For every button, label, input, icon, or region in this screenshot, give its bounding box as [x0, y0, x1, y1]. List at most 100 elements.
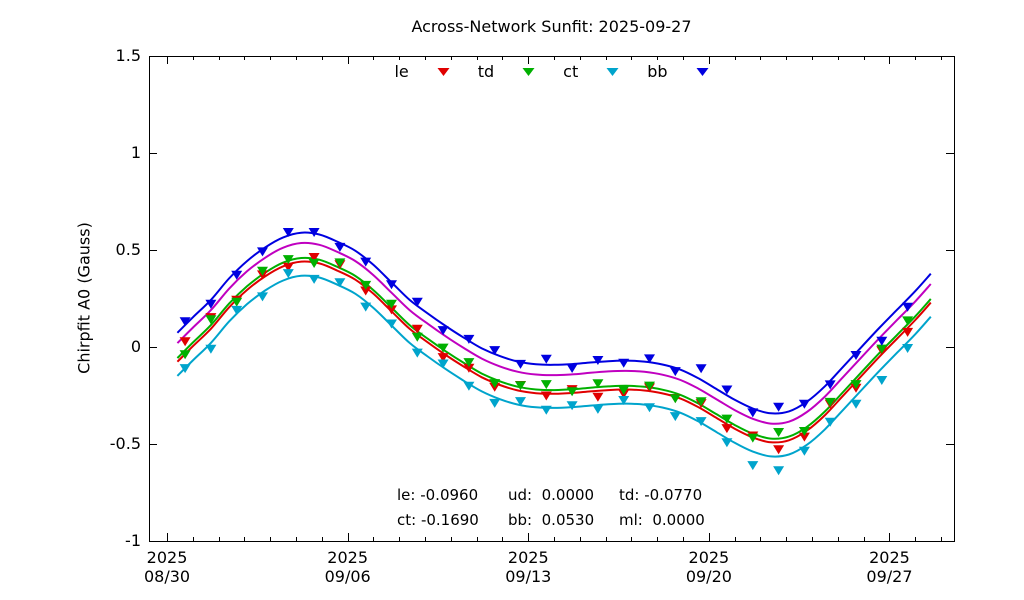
- marker-bb: [876, 336, 888, 346]
- marker-ct: [463, 381, 475, 391]
- y-tick-label-0: -1: [125, 531, 141, 550]
- marker-le: [179, 337, 191, 347]
- chart-title: Across-Network Sunfit: 2025-09-27: [411, 17, 692, 36]
- marker-ct: [179, 364, 191, 374]
- curve-le: [176, 260, 932, 444]
- legend-label-bb: bb: [647, 62, 668, 81]
- marker-td: [850, 380, 862, 390]
- marker-ct: [824, 417, 836, 427]
- markers-td: [179, 255, 914, 443]
- legend-label-ct: ct: [563, 62, 579, 81]
- marker-td: [205, 315, 217, 325]
- marker-ct: [489, 398, 501, 408]
- marker-bb: [644, 354, 655, 364]
- marker-ct: [695, 417, 707, 427]
- marker-le: [798, 432, 810, 442]
- marker-bb: [334, 242, 346, 252]
- fit-param-le: le: -0.0960: [397, 486, 479, 504]
- marker-bb: [773, 402, 785, 412]
- marker-td: [360, 280, 372, 290]
- marker-bb: [360, 257, 372, 267]
- marker-bb: [205, 299, 217, 309]
- x-tick-date: 09/20: [685, 567, 732, 586]
- marker-bb: [618, 358, 630, 368]
- marker-td: [463, 358, 475, 368]
- x-tick-label-0: 2025 08/30: [144, 548, 190, 586]
- marker-ct: [773, 466, 785, 476]
- legend: le td ct bb: [149, 62, 954, 81]
- markers-ct: [179, 269, 914, 476]
- marker-ct: [386, 319, 397, 329]
- marker-bb: [721, 385, 733, 395]
- marker-td: [721, 414, 733, 424]
- x-tick-date: 08/30: [143, 567, 191, 586]
- fit-parameters: le: -0.0960 ud: 0.0000 td: -0.0770 ct: -…: [397, 483, 730, 533]
- curve-td: [176, 256, 932, 440]
- marker-bb: [282, 228, 294, 237]
- marker-td: [231, 297, 243, 307]
- curve-ct: [176, 274, 932, 458]
- marker-bb: [695, 364, 707, 374]
- curve-ml: [176, 241, 932, 425]
- marker-ct: [618, 396, 630, 405]
- marker-td: [876, 344, 888, 354]
- marker-bb: [231, 270, 243, 280]
- marker-td: [798, 427, 810, 436]
- marker-bb: [257, 247, 268, 257]
- marker-td: [902, 316, 914, 326]
- marker-ct: [515, 397, 526, 407]
- legend-marker-bb-icon: [696, 67, 709, 76]
- marker-td: [411, 332, 423, 342]
- marker-td: [515, 381, 526, 391]
- marker-ct: [257, 292, 268, 302]
- marker-le: [773, 445, 785, 455]
- x-tick-label-1: 2025 09/06: [325, 548, 371, 586]
- x-tick-date: 09/06: [324, 567, 371, 586]
- x-tick-label-2: 2025 09/13: [505, 548, 551, 586]
- y-tick-label-2: 0: [130, 337, 141, 356]
- marker-td: [489, 379, 501, 389]
- marker-bb: [386, 280, 397, 290]
- marker-td: [282, 255, 294, 265]
- markers-le: [179, 253, 914, 455]
- marker-le: [463, 363, 475, 373]
- marker-bb: [592, 356, 604, 365]
- y-tick-label-1: -0.5: [109, 434, 141, 453]
- legend-marker-le-icon: [437, 67, 450, 76]
- x-tick-year: 2025: [146, 548, 188, 567]
- marker-td: [257, 266, 268, 276]
- marker-bb: [798, 399, 810, 409]
- marker-le: [540, 391, 552, 401]
- marker-ct: [334, 278, 346, 288]
- marker-td: [695, 397, 707, 407]
- marker-td: [747, 433, 759, 443]
- marker-bb: [824, 380, 836, 390]
- marker-le: [592, 392, 604, 402]
- fit-param-td: td: -0.0770: [619, 486, 703, 504]
- marker-bb: [566, 364, 578, 373]
- marker-bb: [489, 346, 501, 356]
- marker-td: [773, 428, 785, 437]
- x-tick-label-3: 2025 09/20: [686, 548, 732, 586]
- marker-bb: [902, 302, 914, 312]
- marker-td: [540, 380, 552, 390]
- marker-td: [437, 343, 449, 353]
- marker-bb: [411, 297, 423, 307]
- y-tick-label-4: 1: [130, 143, 141, 162]
- marker-le: [282, 262, 294, 272]
- marker-ct: [798, 446, 810, 456]
- marker-ct: [411, 348, 423, 358]
- marker-bb: [747, 408, 759, 418]
- marker-le: [308, 253, 320, 262]
- marker-ct: [308, 274, 320, 284]
- legend-label-le: le: [394, 62, 409, 81]
- fit-param-ct: ct: -0.1690: [397, 511, 479, 529]
- marker-bb: [463, 334, 475, 344]
- x-tick-year: 2025: [688, 548, 730, 567]
- marker-ct: [437, 359, 449, 369]
- marker-ct: [850, 399, 862, 409]
- fit-param-ml: ml: 0.0000: [619, 511, 705, 529]
- marker-td: [386, 299, 397, 309]
